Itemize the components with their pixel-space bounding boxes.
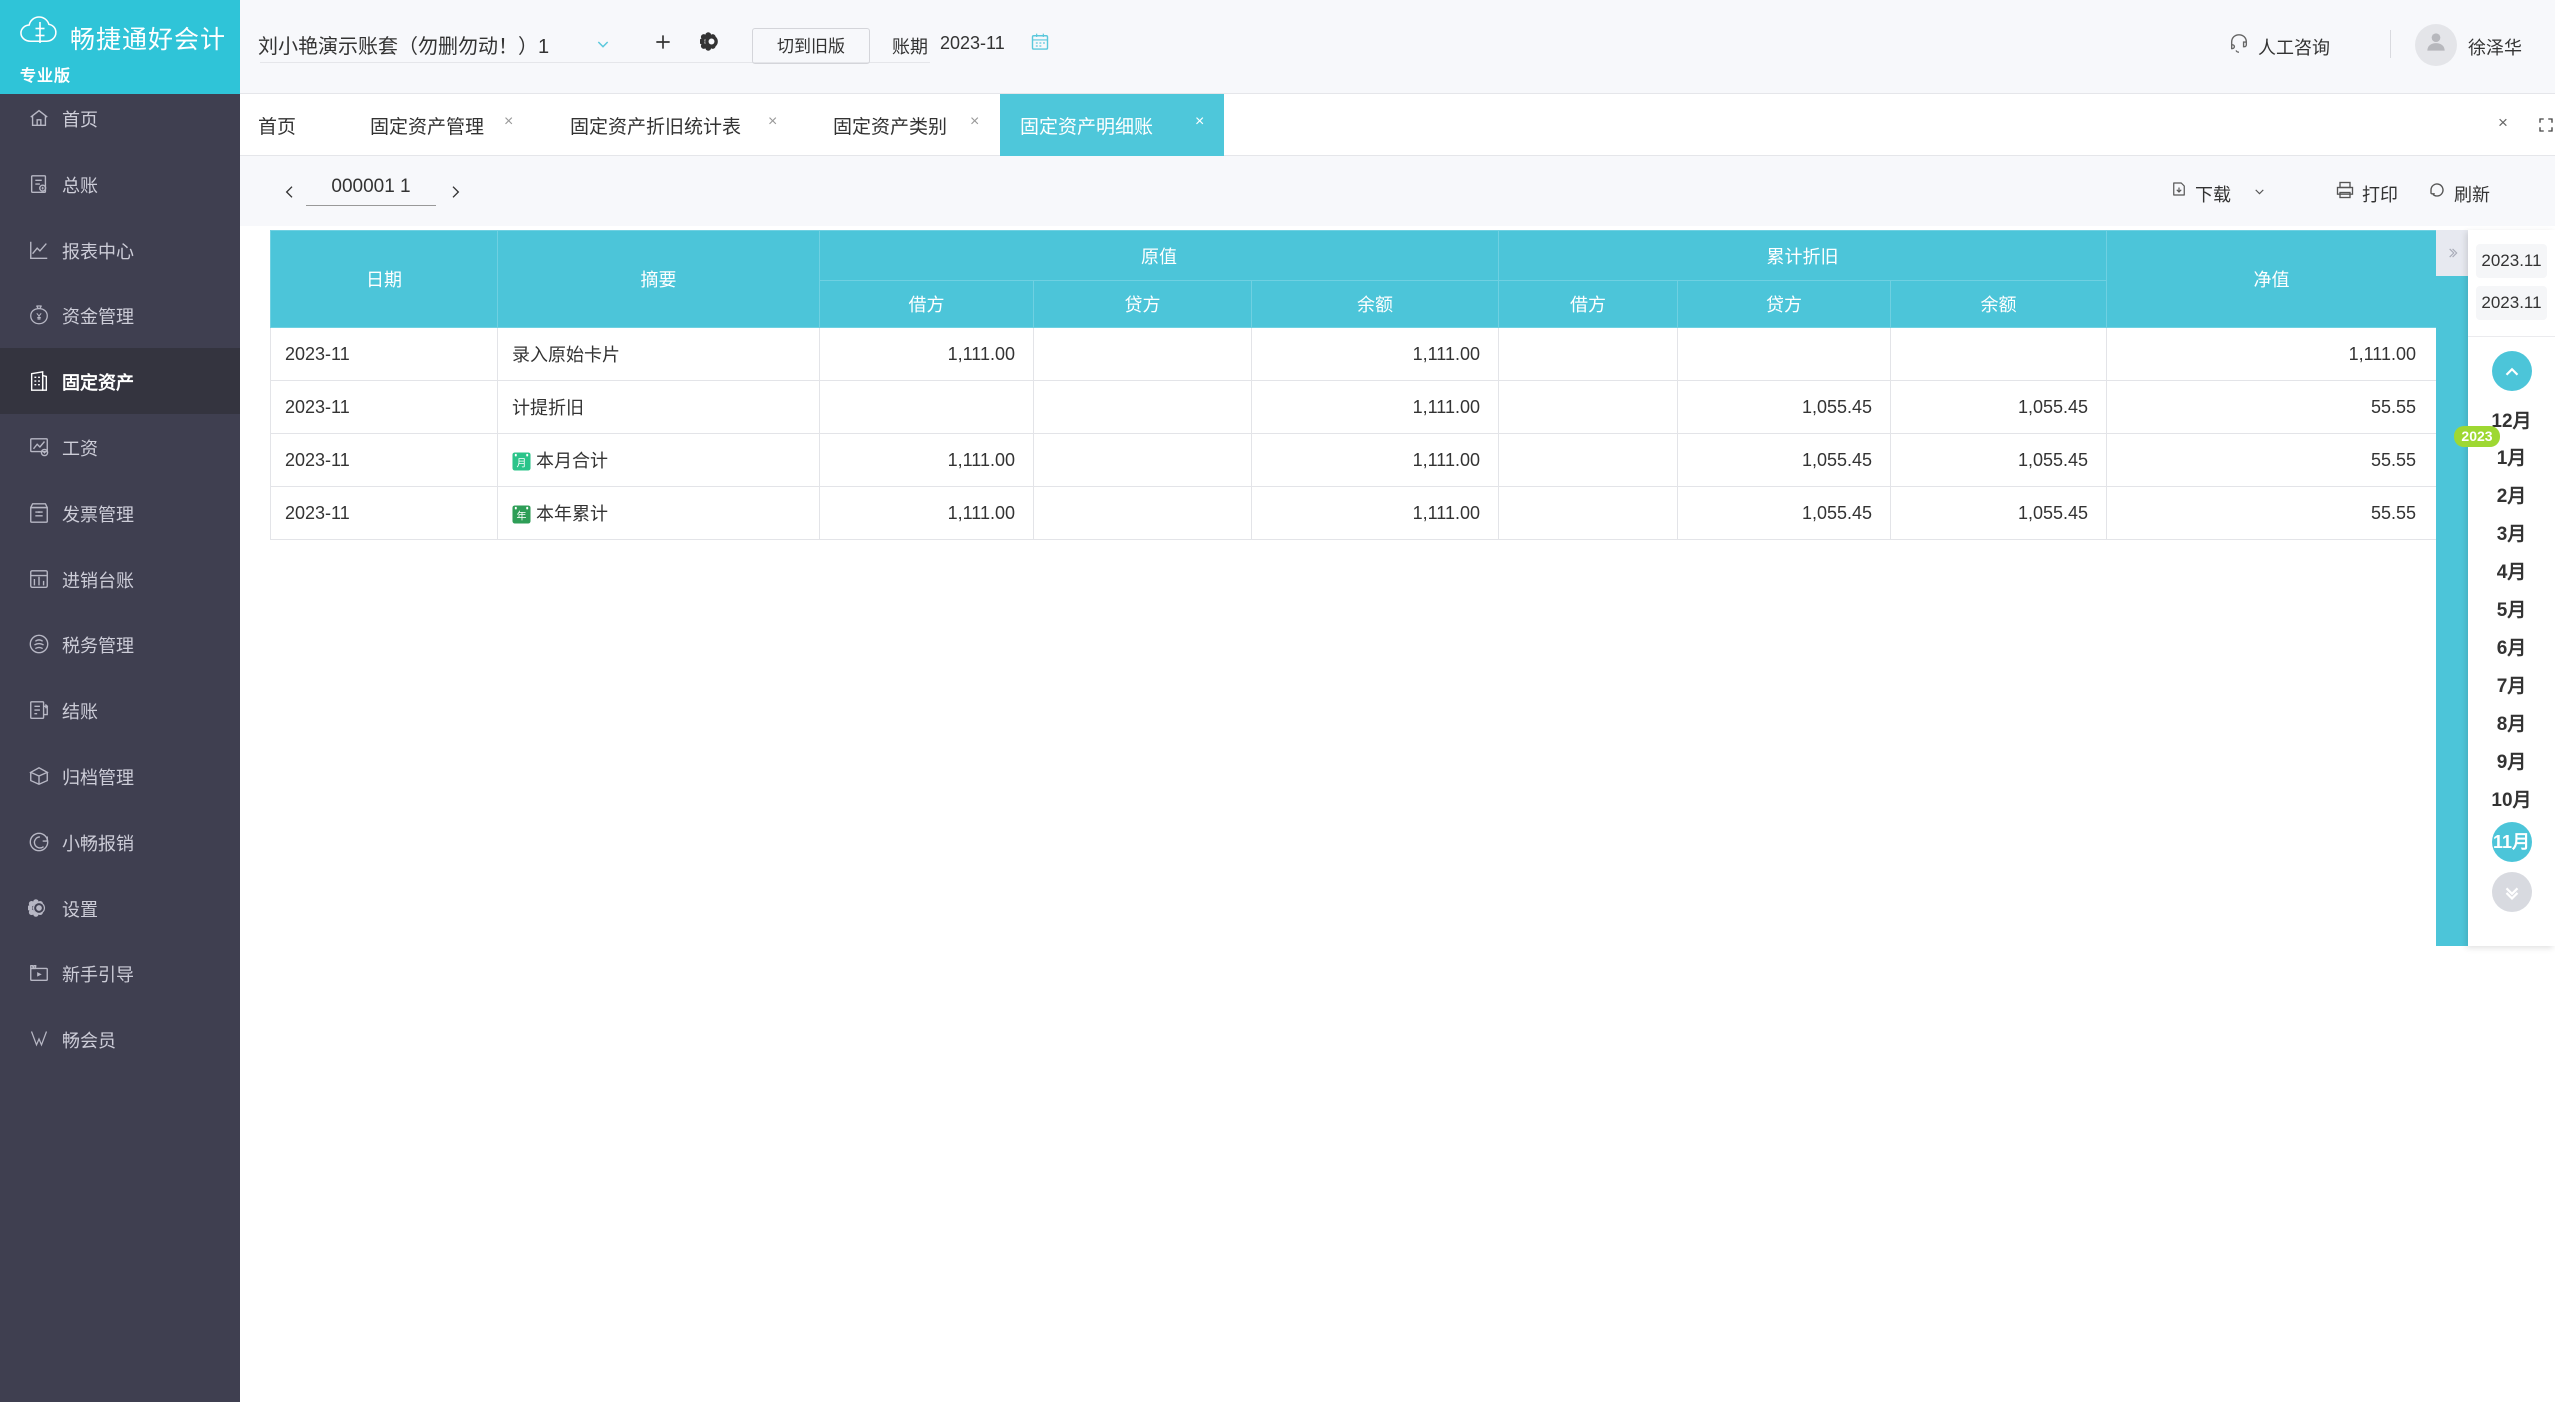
svg-text:月: 月: [517, 458, 527, 470]
svg-text:年: 年: [517, 510, 527, 523]
